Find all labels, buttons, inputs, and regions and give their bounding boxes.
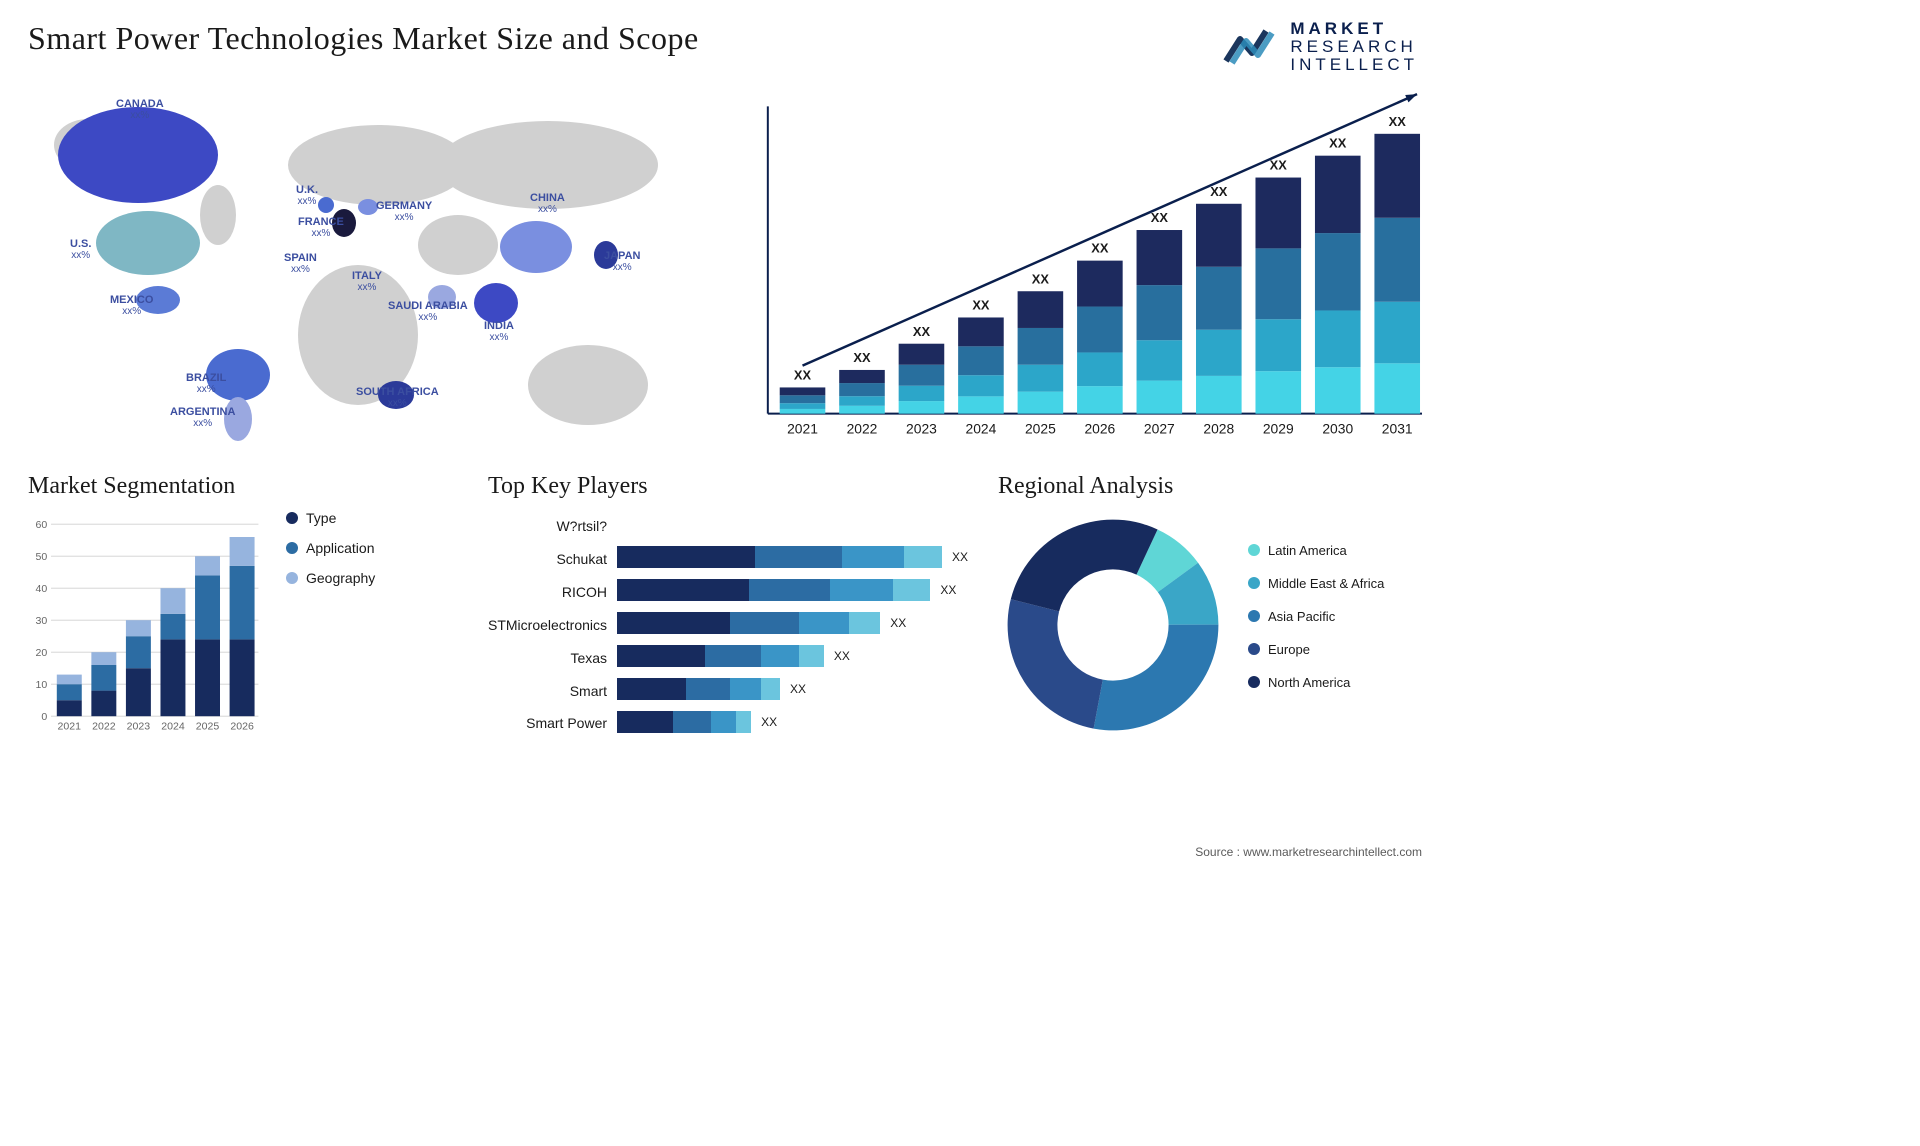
player-label: Texas: [488, 644, 607, 672]
player-bar-row: XX: [617, 576, 968, 604]
market-segmentation-panel: Market Segmentation 0 10 20 30 40 50 60 2021 202…: [28, 473, 458, 740]
seg-legend-application: Application: [286, 540, 375, 556]
map-label-southafrica: SOUTH AFRICAxx%: [356, 387, 439, 409]
regional-legend: Latin America Middle East & Africa Asia Pa…: [1248, 543, 1384, 708]
svg-text:0: 0: [41, 711, 47, 723]
svg-text:XX: XX: [1091, 241, 1109, 256]
map-label-brazil: BRAZILxx%: [186, 373, 226, 395]
seg-legend-geography: Geography: [286, 570, 375, 586]
top-key-players-panel: Top Key Players W?rtsil? Schukat RICOH STMi…: [488, 473, 968, 740]
logo-mark-icon: [1222, 25, 1278, 69]
players-labels: W?rtsil? Schukat RICOH STMicroelectronics Te…: [488, 510, 607, 740]
svg-text:XX: XX: [1329, 136, 1347, 151]
svg-text:40: 40: [35, 583, 47, 595]
regional-analysis-panel: Regional Analysis Latin America Middle Ea…: [998, 473, 1422, 740]
map-label-spain: SPAINxx%: [284, 253, 317, 275]
player-bar-row: XX: [617, 642, 968, 670]
segmentation-legend: Type Application Geography: [286, 510, 375, 740]
svg-text:10: 10: [35, 679, 47, 691]
svg-text:2025: 2025: [1025, 421, 1056, 437]
svg-text:2022: 2022: [92, 721, 116, 733]
map-label-uk: U.K.xx%: [296, 185, 318, 207]
map-label-canada: CANADAxx%: [116, 99, 164, 121]
player-label: W?rtsil?: [488, 512, 607, 540]
svg-text:XX: XX: [1270, 158, 1288, 173]
map-label-india: INDIAxx%: [484, 321, 514, 343]
region-legend-item: Asia Pacific: [1248, 609, 1384, 624]
segmentation-chart: 0 10 20 30 40 50 60 2021 2022 2023 2024 2025 2026: [28, 510, 268, 740]
player-bar-row: XX: [617, 708, 968, 736]
regional-donut: [998, 510, 1228, 740]
player-label: STMicroelectronics: [488, 611, 607, 639]
map-label-italy: ITALYxx%: [352, 271, 382, 293]
svg-text:2026: 2026: [230, 721, 254, 733]
map-label-japan: JAPANxx%: [604, 251, 640, 273]
svg-text:20: 20: [35, 647, 47, 659]
map-label-argentina: ARGENTINAxx%: [170, 407, 235, 429]
svg-text:2023: 2023: [127, 721, 151, 733]
logo-line1: MARKET: [1290, 20, 1418, 38]
svg-text:2028: 2028: [1203, 421, 1234, 437]
svg-text:2021: 2021: [58, 721, 82, 733]
seg-legend-type: Type: [286, 510, 375, 526]
svg-text:XX: XX: [1151, 210, 1169, 225]
svg-text:XX: XX: [913, 324, 931, 339]
logo-line2: RESEARCH: [1290, 38, 1418, 56]
svg-text:2022: 2022: [847, 421, 878, 437]
map-label-germany: GERMANYxx%: [376, 201, 432, 223]
svg-text:2029: 2029: [1263, 421, 1294, 437]
svg-text:2023: 2023: [906, 421, 937, 437]
svg-text:2024: 2024: [161, 721, 185, 733]
player-label: Schukat: [488, 545, 607, 573]
player-bar-row: [617, 510, 968, 538]
region-legend-item: North America: [1248, 675, 1384, 690]
page-title: Smart Power Technologies Market Size and…: [28, 20, 1422, 57]
svg-text:30: 30: [35, 615, 47, 627]
growth-bar-chart: XX 2021 XX 2022 XX 2023 XX 2024 XX 2025 XX 2026 XX 20…: [748, 75, 1422, 455]
svg-text:2030: 2030: [1322, 421, 1353, 437]
svg-text:XX: XX: [794, 368, 812, 383]
source-text: Source : www.marketresearchintellect.com: [1195, 845, 1422, 859]
svg-text:50: 50: [35, 551, 47, 563]
svg-text:XX: XX: [1210, 184, 1228, 199]
svg-text:2024: 2024: [966, 421, 997, 437]
svg-text:XX: XX: [853, 350, 871, 365]
player-bar-row: XX: [617, 609, 968, 637]
region-legend-item: Europe: [1248, 642, 1384, 657]
region-legend-item: Middle East & Africa: [1248, 576, 1384, 591]
player-bar-row: XX: [617, 543, 968, 571]
region-legend-item: Latin America: [1248, 543, 1384, 558]
map-label-mexico: MEXICOxx%: [110, 295, 153, 317]
map-label-france: FRANCExx%: [298, 217, 344, 239]
map-label-china: CHINAxx%: [530, 193, 565, 215]
svg-text:XX: XX: [1389, 114, 1407, 129]
segmentation-title: Market Segmentation: [28, 473, 458, 500]
player-bar-row: XX: [617, 675, 968, 703]
players-bars-area: XX XX XX XX XX XX: [617, 510, 968, 740]
players-title: Top Key Players: [488, 473, 968, 500]
map-label-saudiarabia: SAUDI ARABIAxx%: [388, 301, 468, 323]
player-label: RICOH: [488, 578, 607, 606]
player-label: Smart: [488, 677, 607, 705]
svg-text:2031: 2031: [1382, 421, 1413, 437]
svg-text:60: 60: [35, 519, 47, 531]
svg-text:2027: 2027: [1144, 421, 1175, 437]
regional-title: Regional Analysis: [998, 473, 1422, 500]
svg-text:2021: 2021: [787, 421, 818, 437]
logo-line3: INTELLECT: [1290, 56, 1418, 74]
map-label-us: U.S.xx%: [70, 239, 91, 261]
svg-text:2026: 2026: [1084, 421, 1115, 437]
world-map: CANADAxx% U.S.xx% MEXICOxx% BRAZILxx% ARGENT…: [28, 75, 708, 455]
svg-text:XX: XX: [1032, 271, 1050, 286]
brand-logo: MARKET RESEARCH INTELLECT: [1222, 20, 1418, 74]
player-label: Smart Power: [488, 709, 607, 737]
svg-text:2025: 2025: [196, 721, 220, 733]
svg-text:XX: XX: [972, 298, 990, 313]
